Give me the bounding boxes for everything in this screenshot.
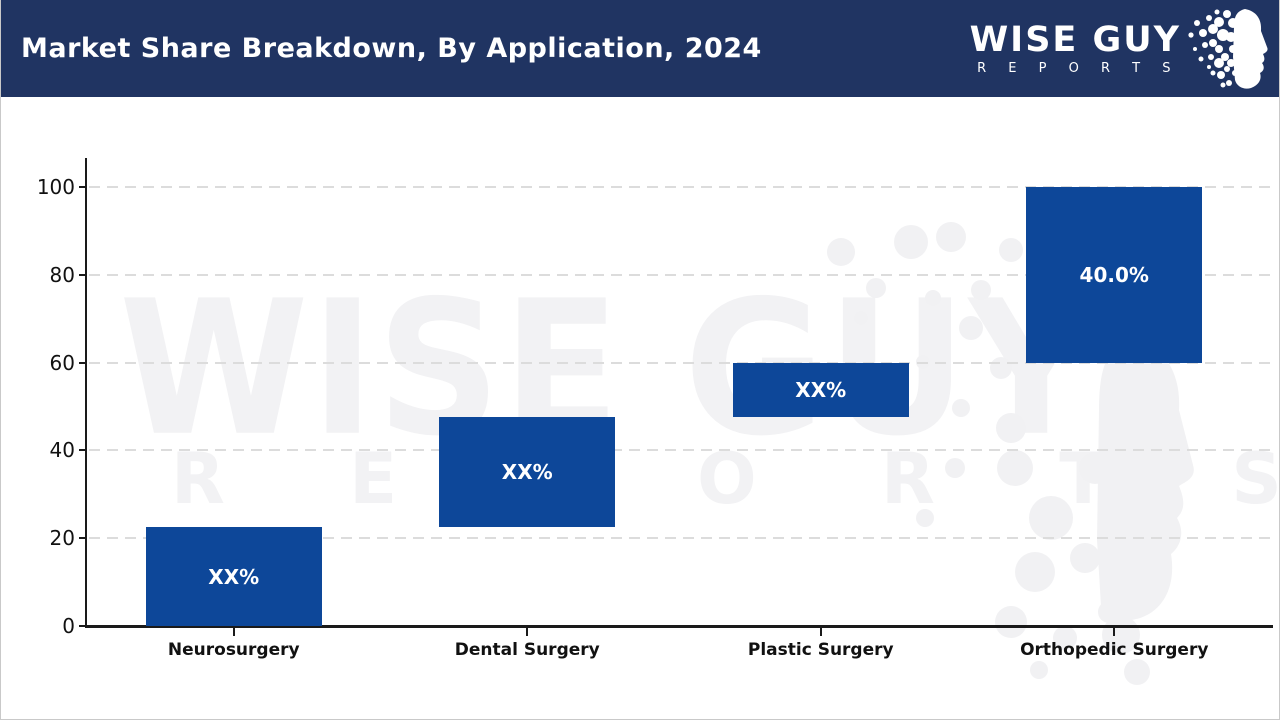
logo-head-icon bbox=[1188, 8, 1268, 89]
gridline-40 bbox=[89, 449, 1273, 452]
y-tick-mark bbox=[79, 537, 86, 540]
gridline-20 bbox=[89, 537, 1273, 540]
x-tick-mark bbox=[1113, 628, 1116, 636]
y-axis-tick-label: 100 bbox=[36, 175, 75, 199]
y-axis-tick-label: 80 bbox=[49, 262, 75, 287]
x-axis-category-label: Dental Surgery bbox=[454, 640, 600, 660]
x-axis-line bbox=[85, 625, 1273, 628]
logo-wordmark: WISE GUY bbox=[969, 19, 1181, 60]
gridline-60 bbox=[89, 361, 1273, 364]
bar-value-label: XX% bbox=[501, 460, 553, 485]
logo-subtext: R E P O R T S bbox=[977, 60, 1180, 76]
bar-neurosurgery: XX% bbox=[145, 527, 322, 626]
bar-value-label: 40.0% bbox=[1079, 262, 1149, 287]
y-tick-mark bbox=[79, 449, 86, 452]
y-tick-mark bbox=[79, 273, 86, 276]
x-axis-category-label: Orthopedic Surgery bbox=[1020, 640, 1209, 660]
bar-value-label: XX% bbox=[795, 378, 847, 403]
gridline-100 bbox=[89, 186, 1273, 188]
y-axis-tick-label: 0 bbox=[62, 614, 75, 638]
y-axis-tick-label: 20 bbox=[49, 526, 75, 551]
chart-title: Market Share Breakdown, By Application, … bbox=[21, 33, 762, 64]
bar-orthopedic-surgery: 40.0% bbox=[1026, 187, 1203, 363]
x-tick-mark bbox=[819, 628, 822, 636]
x-tick-mark bbox=[232, 628, 235, 636]
wiseguy-logo: WISE GUY R E P O R T S bbox=[970, 5, 1273, 93]
y-tick-mark bbox=[79, 625, 86, 627]
bar-value-label: XX% bbox=[208, 564, 260, 589]
bar-plastic-surgery: XX% bbox=[732, 362, 909, 418]
gridline-80 bbox=[89, 273, 1273, 276]
report-header: Market Share Breakdown, By Application, … bbox=[1, 0, 1279, 97]
y-tick-mark bbox=[79, 361, 86, 364]
y-axis-line bbox=[85, 158, 87, 628]
logo-text: WISE GUY R E P O R T S bbox=[969, 19, 1181, 76]
y-axis-tick-label: 60 bbox=[49, 350, 75, 375]
y-tick-mark bbox=[79, 186, 86, 188]
bar-dental-surgery: XX% bbox=[439, 417, 616, 528]
x-tick-mark bbox=[526, 628, 529, 636]
x-axis-category-label: Neurosurgery bbox=[167, 640, 300, 660]
y-axis-tick-label: 40 bbox=[49, 438, 75, 463]
x-axis-category-label: Plastic Surgery bbox=[747, 640, 894, 660]
